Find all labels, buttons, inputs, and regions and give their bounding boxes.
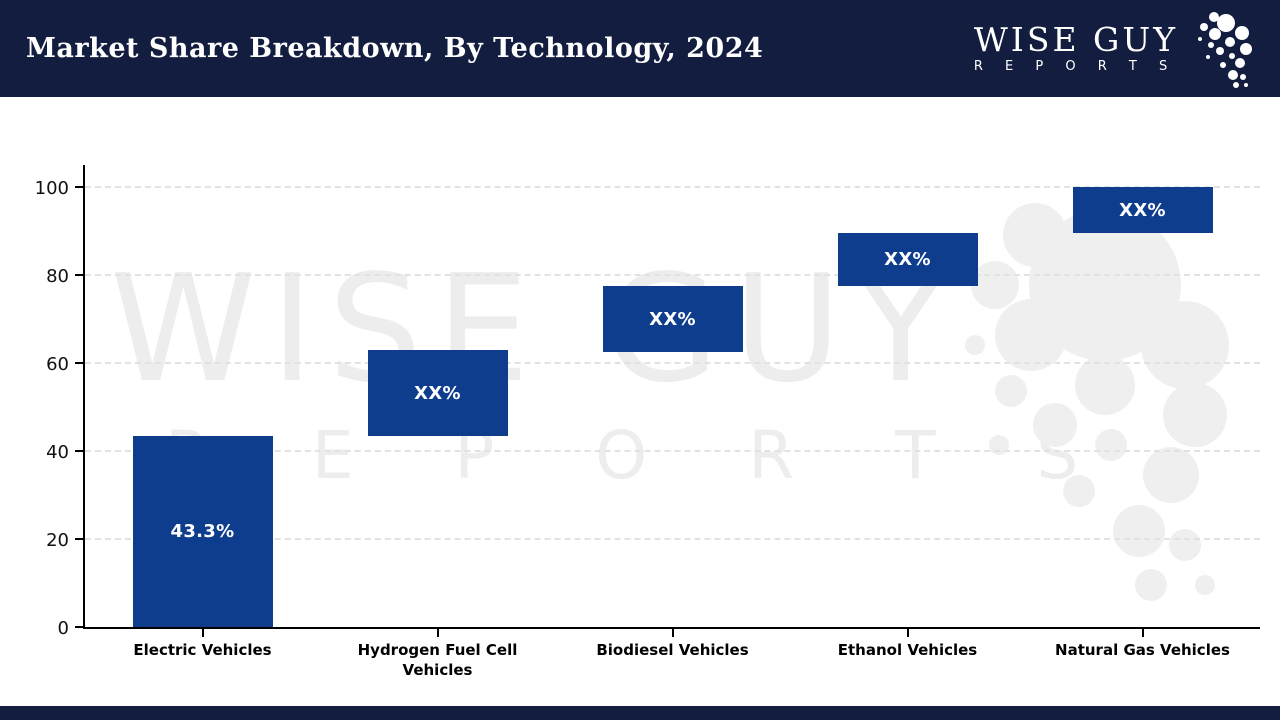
y-tick-label: 0 [57,618,69,639]
x-category-label: Electric Vehicles [133,641,272,659]
bar: 43.3% [132,436,273,627]
y-axis-line [83,165,85,629]
bar: XX% [602,286,743,352]
gridline [85,186,1260,188]
y-tick [75,538,83,540]
y-tick-label: 80 [46,266,69,287]
bar-value-label: XX% [649,308,696,330]
brand-subtitle: R E P O R T S [973,59,1177,75]
header-bar: Market Share Breakdown, By Technology, 2… [0,0,1280,97]
gridline [85,538,1260,540]
x-tick [436,629,439,637]
page-title: Market Share Breakdown, By Technology, 2… [26,33,764,64]
x-axis-line [83,627,1260,629]
bar-value-label: 43.3% [170,521,235,543]
bar: XX% [1072,187,1213,234]
x-tick [671,629,674,637]
y-tick [75,626,83,628]
bar-value-label: XX% [1119,199,1166,221]
x-category-label: Hydrogen Fuel Cell Vehicles [357,641,518,680]
gridline [85,274,1260,276]
y-tick [75,362,83,364]
y-tick-label: 100 [34,178,69,199]
plot-area: 0 20 40 60 80 100 43.3% Electric Vehicles XX% Hyd… [35,165,1260,679]
y-tick-label: 20 [46,530,69,551]
y-tick [75,450,83,452]
footer-bar [0,706,1280,720]
gridline [85,450,1260,452]
brand-head-icon [1198,11,1252,88]
brand-logo: WISE GUY R E P O R T S [974,9,1254,89]
bar-value-label: XX% [414,382,461,404]
bar: XX% [367,349,508,437]
y-tick-label: 60 [46,354,69,375]
y-tick [75,274,83,276]
x-category-label: Ethanol Vehicles [837,641,978,659]
y-tick [75,186,83,188]
bar-value-label: XX% [884,249,931,271]
x-category-label: Natural Gas Vehicles [1055,641,1230,659]
x-tick [1141,629,1144,637]
brand-name: WISE GUY [973,19,1178,59]
brand-logo-text: WISE GUY R E P O R T S [973,19,1178,75]
x-category-label: Biodiesel Vehicles [596,641,749,659]
x-tick [906,629,909,637]
x-tick [201,629,204,637]
bar: XX% [837,233,978,286]
y-tick-label: 40 [46,442,69,463]
gridline [85,362,1260,364]
